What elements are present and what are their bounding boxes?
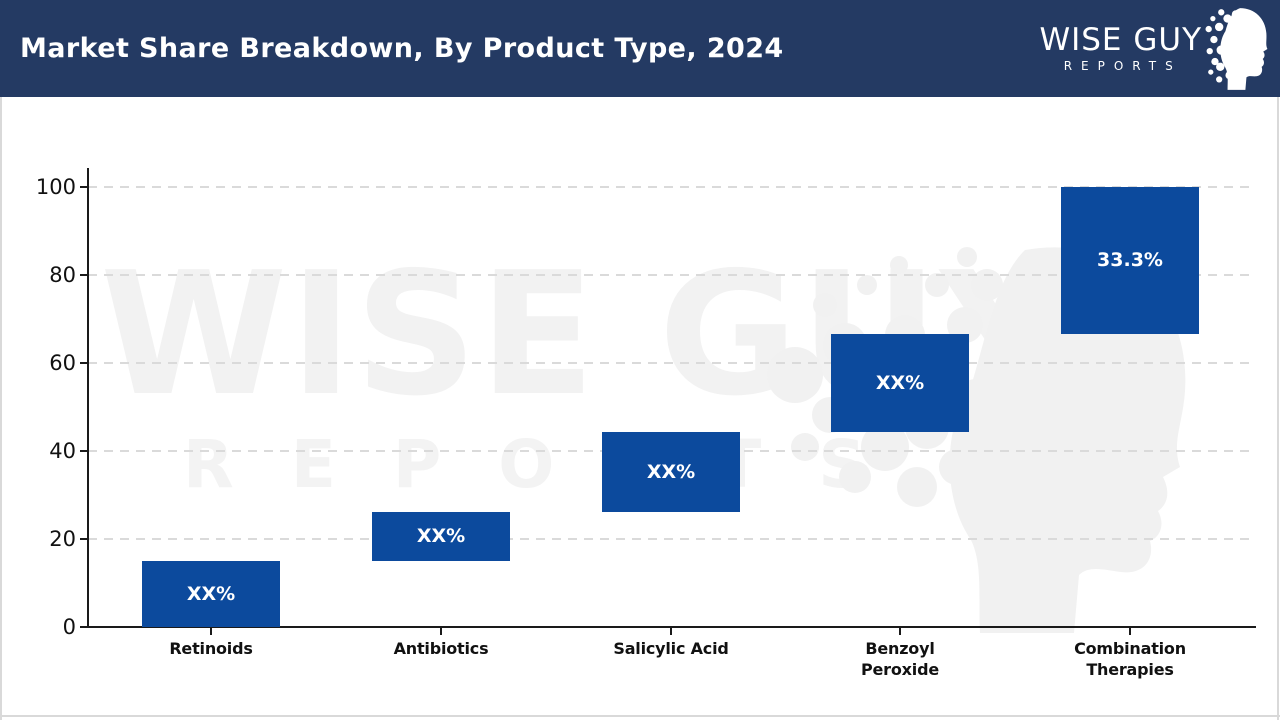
wise-guy-reports-logo: WISE GUY REPORTS — [1039, 6, 1270, 92]
logo-wordmark-line2: REPORTS — [1063, 59, 1182, 73]
x-category-label: Benzoyl Peroxide — [861, 639, 939, 679]
x-category-label: Combination Therapies — [1074, 639, 1186, 679]
bar-retinoids — [142, 561, 280, 627]
logo-head-icon — [1205, 7, 1268, 90]
y-tick-label-60: 60 — [49, 351, 76, 375]
bar-value-label: XX% — [875, 371, 925, 394]
x-category-label: Retinoids — [169, 639, 253, 658]
bar-benzoyl-peroxide — [831, 333, 969, 432]
footer-divider — [0, 715, 1280, 717]
y-tick-label-100: 100 — [35, 175, 76, 199]
y-tick-label-80: 80 — [49, 263, 76, 287]
bar-value-label: 33.3% — [1097, 249, 1163, 271]
bar-salicylic-acid — [602, 431, 740, 513]
bar-value-label: XX% — [646, 460, 696, 483]
bar-value-label: XX% — [416, 525, 466, 548]
y-tick-label-20: 20 — [49, 527, 76, 551]
header-bar: Market Share Breakdown, By Product Type,… — [0, 0, 1280, 97]
x-category-label: Salicylic Acid — [613, 639, 729, 658]
logo-wordmark-line1: WISE GUY — [1039, 22, 1202, 58]
y-tick-label-0: 0 — [62, 615, 76, 639]
x-category-label: Antibiotics — [393, 639, 489, 658]
bar-combination-therapies — [1061, 187, 1199, 334]
page-title: Market Share Breakdown, By Product Type,… — [20, 33, 784, 64]
y-tick-label-40: 40 — [49, 439, 76, 463]
page-border-left — [0, 97, 2, 720]
logo-wordmark: WISE GUY REPORTS — [1039, 22, 1202, 73]
watermark-wordmark-line2: REPORTS — [183, 426, 923, 503]
bar-antibiotics — [372, 512, 510, 561]
bar-value-label: XX% — [186, 583, 236, 605]
page-border-right — [1277, 97, 1279, 720]
